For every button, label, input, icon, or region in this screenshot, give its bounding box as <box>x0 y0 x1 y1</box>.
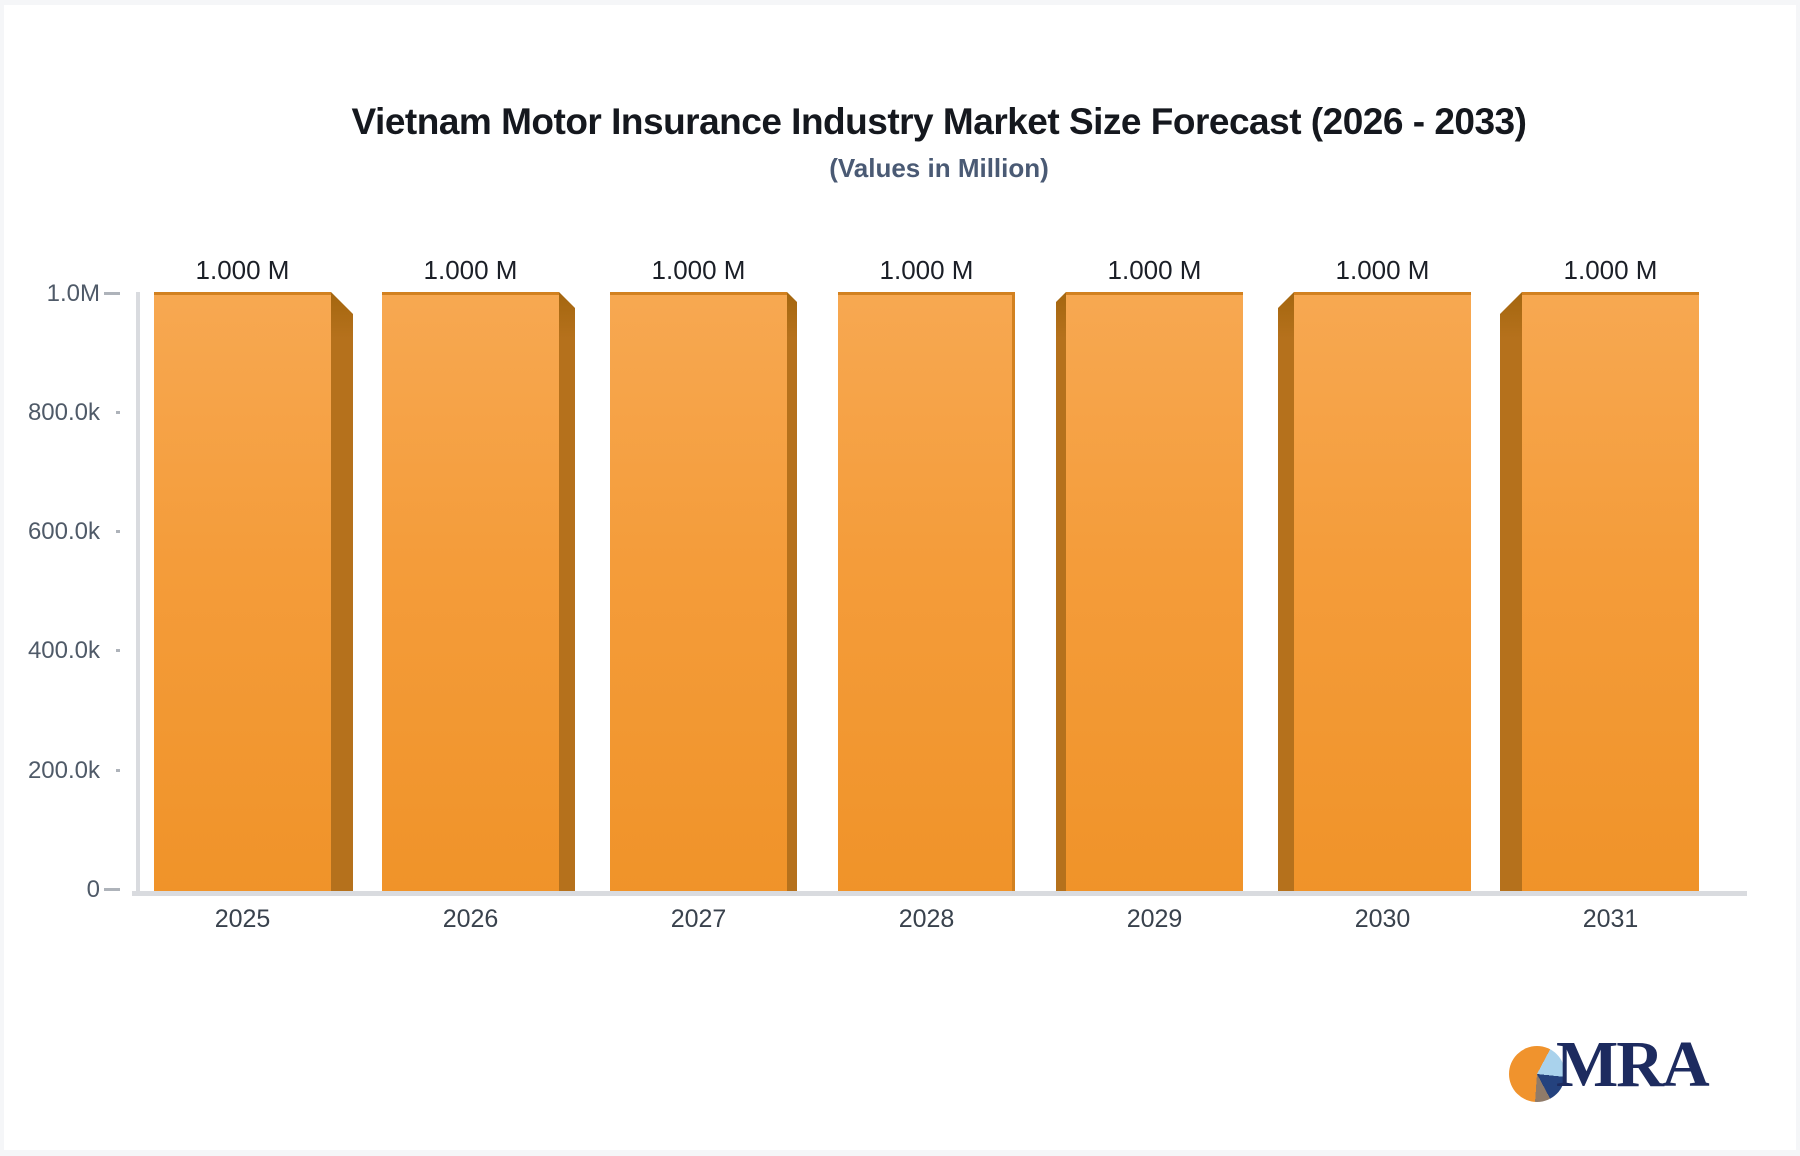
bar-2026 <box>382 292 559 894</box>
chart-title: Vietnam Motor Insurance Industry Market … <box>351 101 1527 142</box>
logo-text: MRA <box>1556 1028 1710 1101</box>
bar-value-label: 1.000 M <box>1335 255 1430 285</box>
y-axis-tick-major <box>104 888 120 891</box>
bar-3d-side <box>559 292 575 894</box>
mra-logo: MRA <box>1509 1032 1769 1112</box>
chart-card: Vietnam Motor Insurance Industry Market … <box>4 5 1796 1150</box>
bar-2027 <box>610 292 787 894</box>
y-axis-label: 0 <box>86 876 100 903</box>
bar-2029 <box>1066 292 1243 894</box>
bar-3d-side <box>331 292 353 894</box>
bar-3d-side <box>787 292 797 894</box>
x-axis-label-2030: 2030 <box>1354 905 1411 933</box>
x-axis-line <box>132 891 1747 896</box>
x-axis-label-2026: 2026 <box>442 905 499 933</box>
bar-value-label: 1.000 M <box>1563 255 1658 285</box>
x-axis-label-2025: 2025 <box>214 905 271 933</box>
y-axis-label: 200.0k <box>27 757 100 784</box>
x-axis-label-2031: 2031 <box>1582 905 1639 933</box>
bar-value-label: 1.000 M <box>1107 255 1202 285</box>
bar-value-label: 1.000 M <box>195 255 290 285</box>
y-axis-label: 800.0k <box>27 399 100 426</box>
pie-chart-logo-icon <box>1509 1046 1565 1102</box>
bar-3d-side <box>1500 292 1522 894</box>
bar-value-label: 1.000 M <box>423 255 518 285</box>
bar-value-label: 1.000 M <box>879 255 974 285</box>
bar-2028 <box>838 292 1015 894</box>
y-axis-tick-major <box>104 292 120 295</box>
y-axis-label: 1.0M <box>46 280 100 307</box>
bar-2030 <box>1294 292 1471 894</box>
y-axis-tick-minor <box>116 649 120 652</box>
y-axis-tick-minor <box>116 530 120 533</box>
bar-value-label: 1.000 M <box>651 255 746 285</box>
plot-area: 1.0M 800.0k 600.0k 400.0k 200.0k 0 1.000 M 2025… <box>4 5 1796 1150</box>
x-axis-label-2029: 2029 <box>1126 905 1183 933</box>
x-axis-label-2028: 2028 <box>898 905 955 933</box>
bar-2031 <box>1522 292 1699 894</box>
y-axis-label: 400.0k <box>27 637 100 664</box>
y-axis-tick-minor <box>116 769 120 772</box>
chart-subtitle: (Values in Million) <box>829 153 1049 183</box>
y-axis-label: 600.0k <box>27 518 100 545</box>
bar-3d-side <box>1056 292 1066 894</box>
bar-3d-side <box>1278 292 1294 894</box>
y-axis-line <box>136 292 140 891</box>
x-axis-label-2027: 2027 <box>670 905 727 933</box>
bar-2025 <box>154 292 331 894</box>
y-axis-tick-minor <box>116 411 120 414</box>
